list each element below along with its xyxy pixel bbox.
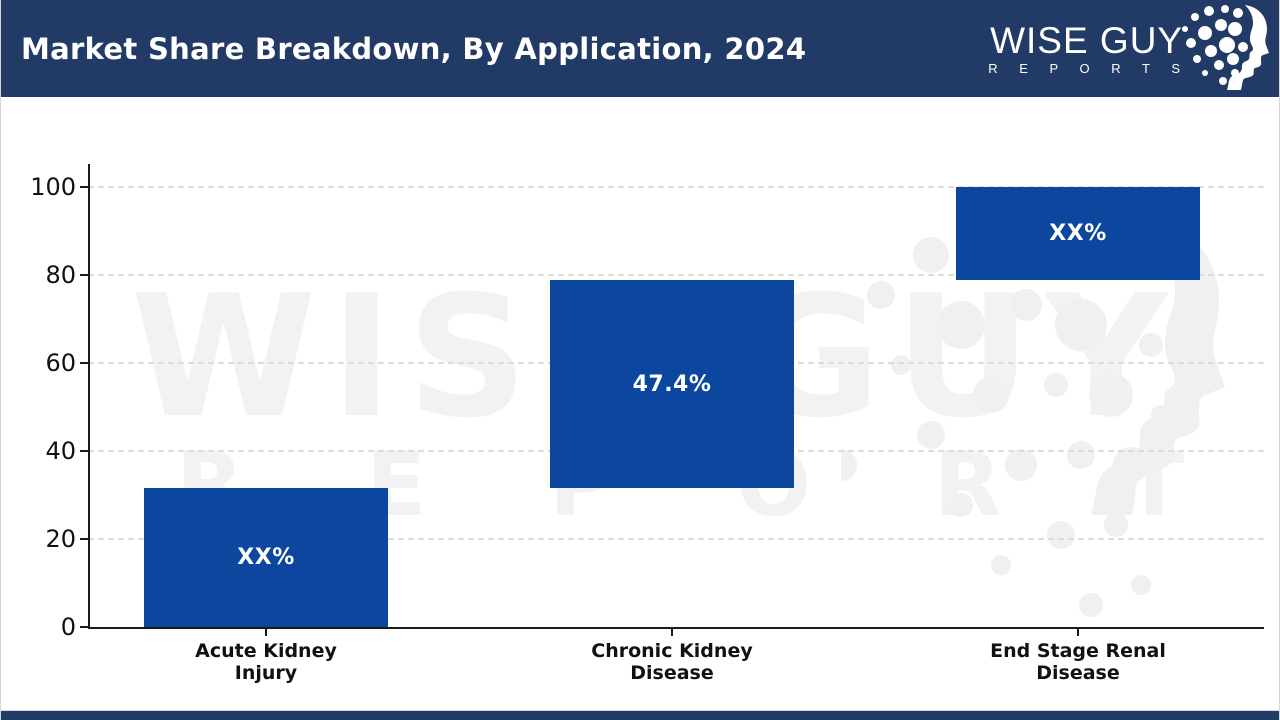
header-bar: Market Share Breakdown, By Application, … — [1, 0, 1279, 97]
gridline-20 — [88, 538, 1264, 540]
y-tick-label-40: 40 — [45, 437, 76, 465]
y-tick-20 — [80, 538, 88, 540]
bar-value-label: 47.4% — [632, 371, 712, 397]
y-tick-label-100: 100 — [30, 173, 76, 201]
footer-bar — [1, 711, 1279, 720]
category-label-line: Acute Kidney — [195, 640, 337, 662]
y-tick-label-60: 60 — [45, 349, 76, 377]
category-label-line: Disease — [1036, 662, 1120, 684]
gridline-100 — [88, 186, 1264, 188]
y-tick-label-80: 80 — [45, 261, 76, 289]
frame-border — [1, 710, 1279, 711]
logo-subtext: R E P O R T S — [988, 60, 1189, 76]
x-axis-line — [88, 627, 1264, 629]
y-tick-label-20: 20 — [45, 525, 76, 553]
logo-wordmark: WISE GUY — [990, 19, 1184, 61]
logo-face-icon — [1182, 4, 1269, 90]
y-tick-label-0: 0 — [60, 613, 76, 641]
category-label-line: Chronic Kidney — [591, 640, 753, 662]
logo-wordmark-block: WISE GUY R E P O R T S — [984, 19, 1189, 76]
x-tick-3 — [1077, 629, 1079, 636]
bar-3: XX% — [956, 187, 1200, 280]
gridline-80 — [88, 274, 1264, 276]
wiseguy-logo: WISE GUY R E P O R T S — [984, 0, 1271, 97]
bar-value-label: XX% — [1049, 221, 1107, 246]
category-label-line: End Stage Renal — [990, 640, 1166, 662]
x-tick-2 — [671, 629, 673, 636]
y-tick-60 — [80, 362, 88, 364]
x-tick-1 — [265, 629, 267, 636]
y-tick-80 — [80, 274, 88, 276]
category-label-2: Chronic Kidney Disease — [512, 640, 832, 684]
bar-1: XX% — [144, 488, 388, 627]
category-label-line: Injury — [234, 662, 298, 684]
category-label-3: End Stage Renal Disease — [918, 640, 1238, 684]
y-tick-40 — [80, 450, 88, 452]
chart-title: Market Share Breakdown, By Application, … — [21, 31, 807, 66]
y-axis-line — [88, 164, 90, 629]
y-tick-100 — [80, 186, 88, 188]
bar-value-label: XX% — [237, 545, 295, 570]
bar-2: 47.4% — [550, 280, 794, 488]
category-label-1: Acute Kidney Injury — [106, 640, 426, 684]
category-label-line: Disease — [630, 662, 714, 684]
y-tick-0 — [80, 626, 88, 628]
